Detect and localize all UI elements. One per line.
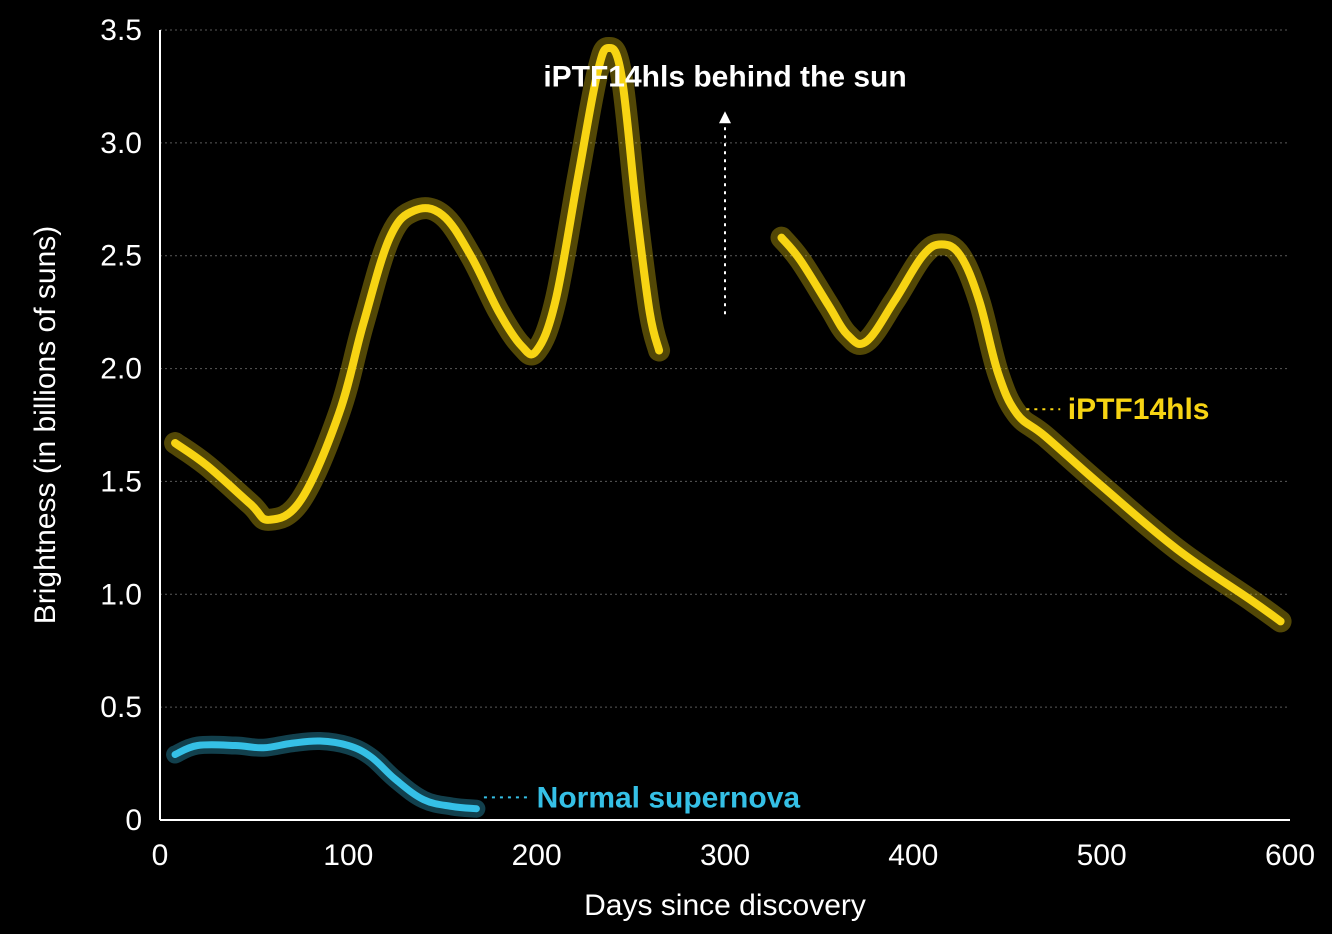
y-tick-label: 2.0 xyxy=(100,353,142,386)
annotation-iptf-label: iPTF14hls xyxy=(1068,393,1210,426)
x-tick-label: 100 xyxy=(323,839,373,872)
y-tick-label: 3.5 xyxy=(100,14,142,47)
supernova-brightness-chart: iPTF14hls behind the sun iPTF14hls Normal … xyxy=(0,0,1332,934)
y-tick-label: 1.0 xyxy=(100,578,142,611)
y-axis-title: Brightness (in billions of suns) xyxy=(29,226,62,625)
x-tick-label: 500 xyxy=(1077,839,1127,872)
y-tick-label: 1.5 xyxy=(100,465,142,498)
annotation-normal-label: Normal supernova xyxy=(537,781,801,814)
annotation-behind-sun-text: iPTF14hls behind the sun xyxy=(543,60,906,93)
x-tick-label: 200 xyxy=(512,839,562,872)
x-tick-label: 600 xyxy=(1265,839,1315,872)
y-tick-label: 3.0 xyxy=(100,127,142,160)
x-tick-label: 0 xyxy=(152,839,169,872)
x-tick-label: 400 xyxy=(888,839,938,872)
y-tick-label: 2.5 xyxy=(100,240,142,273)
y-tick-label: 0.5 xyxy=(100,691,142,724)
x-axis-title: Days since discovery xyxy=(584,889,866,922)
y-tick-label: 0 xyxy=(125,804,142,837)
x-tick-label: 300 xyxy=(700,839,750,872)
chart-svg: iPTF14hls behind the sun iPTF14hls Normal … xyxy=(0,0,1332,934)
